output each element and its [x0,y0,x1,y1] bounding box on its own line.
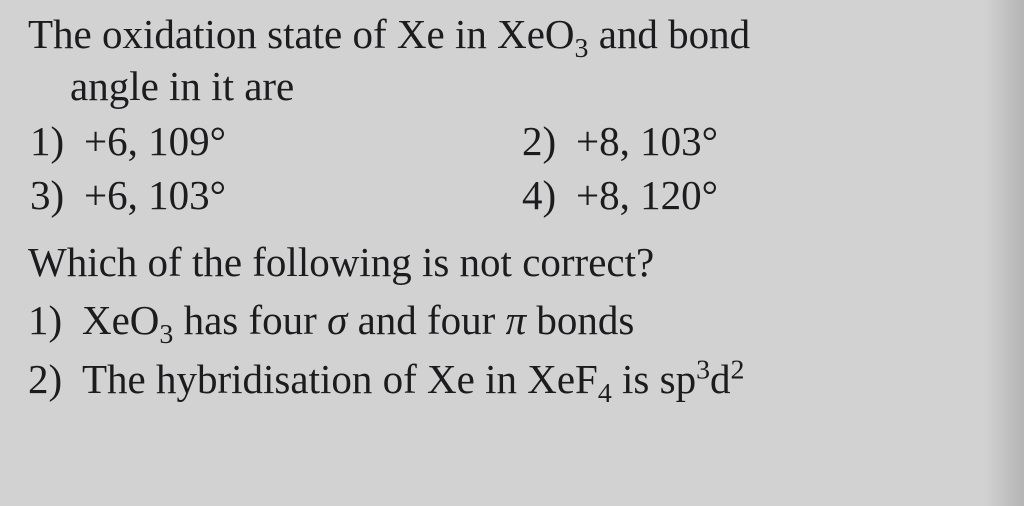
q2-option-2: 2) The hybridisation of Xe in XeF4 is sp… [28,353,996,405]
opt-num: 2) [28,353,82,405]
txt: and four [347,297,505,343]
txt: is sp [612,356,696,402]
txt: d [710,356,731,402]
opt-num: 4) [522,169,576,221]
opt-text: +6, 109° [84,115,226,167]
opt-num: 2) [522,115,576,167]
q1-stem-l1-b: and bond [588,11,750,57]
q1-stem-line2: angle in it are [28,60,996,112]
opt-num: 1) [30,115,84,167]
sub: 4 [598,378,612,409]
q1-stem-sub: 3 [575,33,589,64]
q1-option-2: 2) +8, 103° [514,115,1006,167]
opt-text: XeO3 has four σ and four π bonds [82,294,634,346]
q1-option-3: 3) +6, 103° [28,169,514,221]
q1-options-row1: 1) +6, 109° 2) +8, 103° [28,115,996,167]
q1-options-row2: 3) +6, 103° 4) +8, 120° [28,169,996,221]
q1-stem-l1-a: The oxidation state of Xe in XeO [28,11,575,57]
q2-stem: Which of the following is not correct? [28,236,996,288]
opt-text: +8, 103° [576,115,718,167]
sub: 3 [159,320,173,351]
q2-option-1: 1) XeO3 has four σ and four π bonds [28,294,996,346]
q1-option-4: 4) +8, 120° [514,169,1006,221]
txt: has four [173,297,327,343]
opt-text: The hybridisation of Xe in XeF4 is sp3d2 [82,353,744,405]
opt-text: +6, 103° [84,169,226,221]
sup: 3 [696,354,710,385]
sup: 2 [731,354,745,385]
opt-num: 1) [28,294,82,346]
txt: bonds [526,297,634,343]
opt-num: 3) [30,169,84,221]
txt: The hybridisation of Xe in XeF [82,356,598,402]
q1-option-1: 1) +6, 109° [28,115,514,167]
pi-symbol: π [506,297,527,343]
opt-text: +8, 120° [576,169,718,221]
q1-stem-line1: The oxidation state of Xe in XeO3 and bo… [28,8,996,60]
txt: XeO [82,297,159,343]
sigma-symbol: σ [327,297,347,343]
